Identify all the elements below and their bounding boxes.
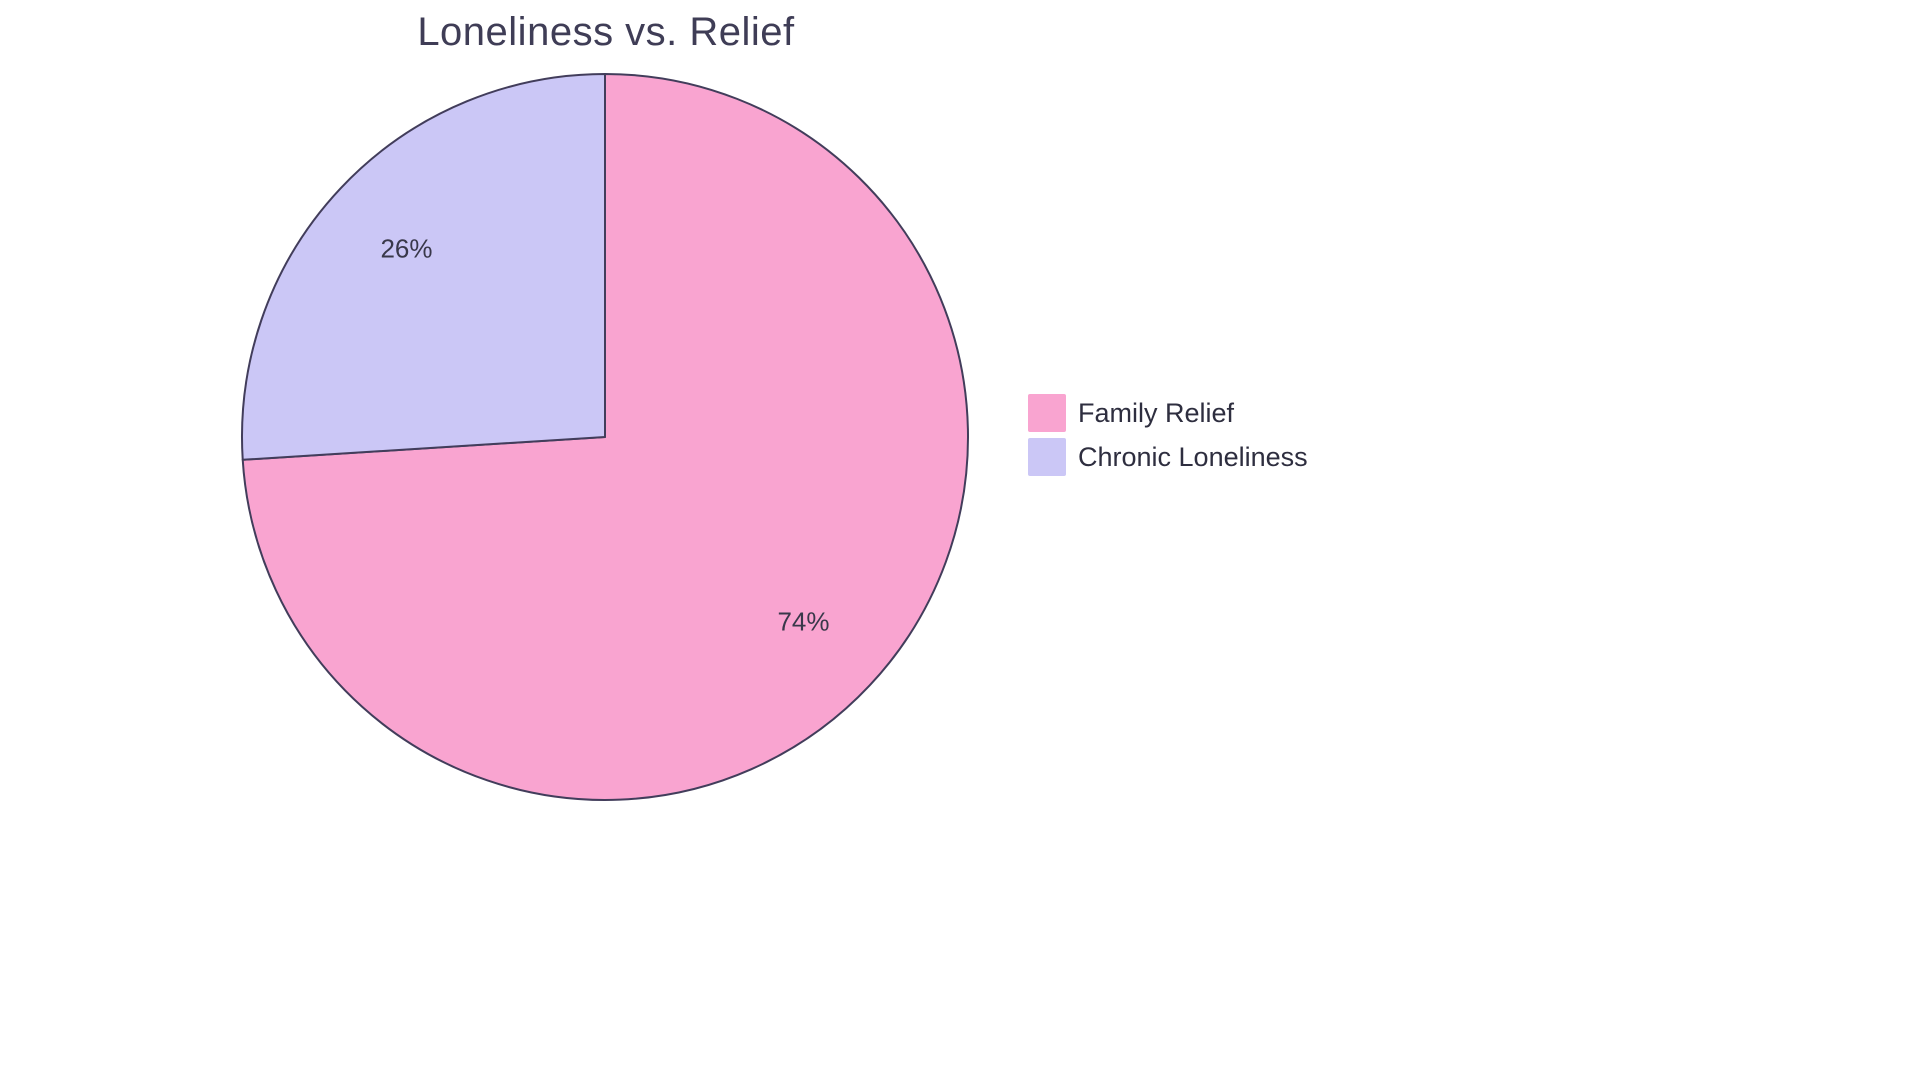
slice-percent-label-0: 74% [777, 606, 829, 636]
legend-label-family-relief: Family Relief [1078, 397, 1235, 428]
slice-percent-label-1: 26% [380, 233, 432, 263]
legend-swatch-family-relief [1028, 394, 1066, 432]
legend: Family Relief Chronic Loneliness [1028, 394, 1308, 476]
legend-label-chronic-loneliness: Chronic Loneliness [1078, 441, 1308, 472]
legend-item-chronic-loneliness[interactable]: Chronic Loneliness [1028, 438, 1308, 476]
chart-title: Loneliness vs. Relief [417, 10, 795, 54]
legend-item-family-relief[interactable]: Family Relief [1028, 394, 1308, 432]
legend-swatch-chronic-loneliness [1028, 438, 1066, 476]
pie-slice-1[interactable] [241, 73, 606, 461]
